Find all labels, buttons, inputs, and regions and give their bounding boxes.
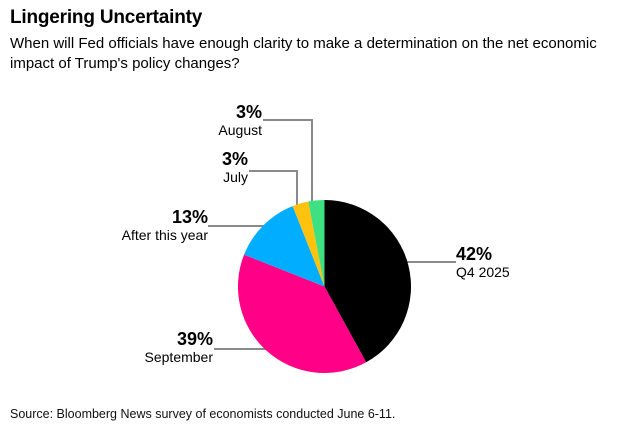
slice-pct-after-this-year: 13% [171, 207, 208, 227]
slice-label-august: 3% August [218, 103, 262, 139]
slice-pct-q4-2025: 42% [456, 244, 493, 264]
leader-line-july-horizontal [249, 170, 298, 172]
chart-source: Source: Bloomberg News survey of economi… [10, 407, 396, 421]
pie-chart-svg [237, 200, 411, 374]
leader-line-july-vertical [296, 170, 298, 207]
slice-pct-september: 39% [176, 329, 213, 349]
slice-name-q4-2025: Q4 2025 [456, 264, 510, 280]
slice-pct-july: 3% [221, 149, 248, 169]
slice-name-after-this-year: After this year [121, 227, 208, 243]
pie-slice-july [292, 201, 325, 287]
pie-slice-august [308, 200, 325, 287]
slice-name-september: September [144, 349, 213, 365]
leader-line-august-vertical [311, 119, 313, 203]
pie-chart [237, 200, 411, 374]
pie-slice-q4-2025 [324, 200, 411, 363]
leader-line-q4-2025 [404, 261, 456, 263]
slice-name-august: August [218, 122, 262, 138]
leader-line-after-this-year [208, 225, 264, 227]
slice-label-september: 39% September [145, 330, 213, 366]
leader-line-september [214, 348, 266, 350]
leader-line-august-horizontal [263, 119, 313, 121]
pie-slice-september [237, 254, 367, 374]
slice-name-july: July [223, 169, 248, 185]
slice-label-after-this-year: 13% After this year [122, 208, 208, 244]
chart-title: Lingering Uncertainty [10, 7, 203, 28]
slice-pct-august: 3% [235, 102, 262, 122]
chart-subtitle: When will Fed officials have enough clar… [10, 35, 597, 72]
slice-label-q4-2025: 42% Q4 2025 [456, 245, 510, 281]
pie-slice-after-this-year [244, 206, 325, 287]
slice-label-july: 3% July [222, 150, 248, 186]
